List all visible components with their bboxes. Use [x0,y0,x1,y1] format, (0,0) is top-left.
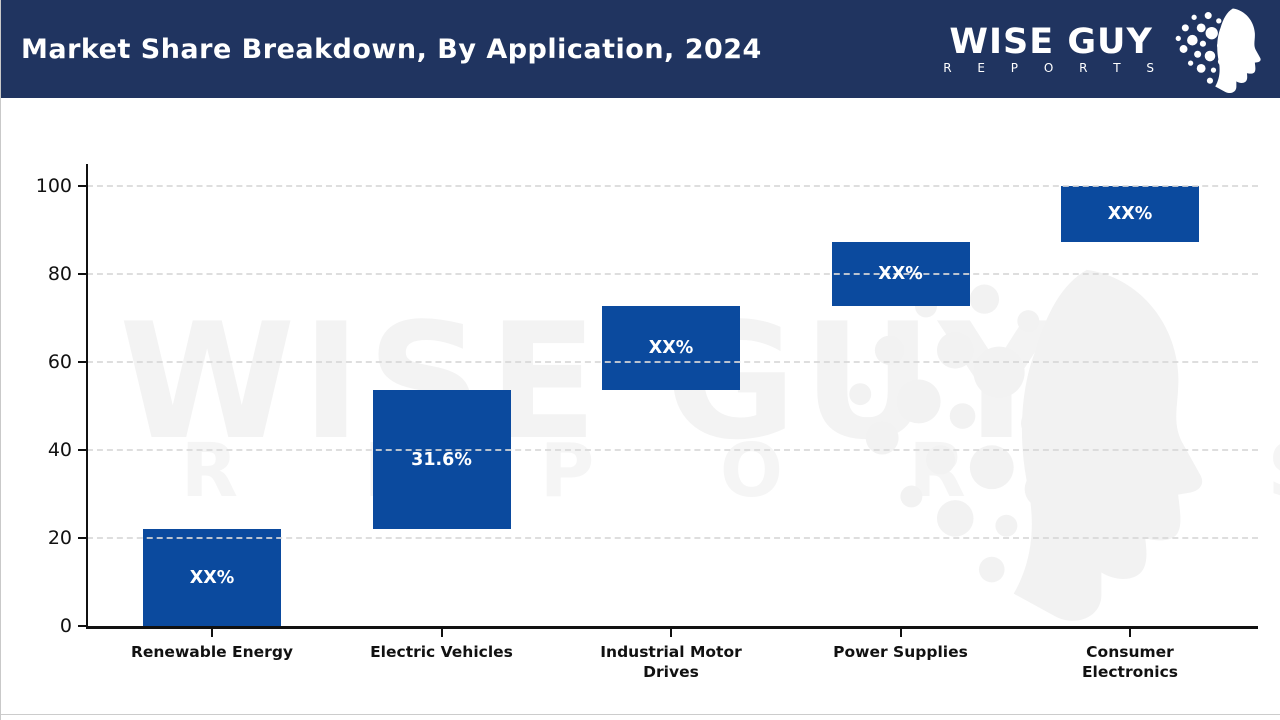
watermark-face-image [849,269,1203,621]
chart-title: Market Share Breakdown, By Application, … [21,33,762,65]
gridline-20 [87,537,1258,539]
y-tick-mark-60 [78,361,86,363]
wiseguy-logo-text: WISE GUY R E P O R T S [937,24,1165,75]
watermark-text-wiseguy: WISE GUY [119,288,1061,475]
x-tick-label-power-supplies: Power Supplies [833,643,968,661]
y-tick-label-100: 100 [35,175,72,197]
bar-value-label-power-supplies: XX% [878,264,923,284]
y-tick-mark-0 [78,625,86,627]
wiseguy-face-icon [1175,8,1261,93]
gridline-80 [87,273,1258,275]
x-tick-label-industrial-motor-drives: Industrial Motor Drives [600,643,742,681]
x-tick-mark-electric-vehicles [440,629,443,637]
y-tick-label-20: 20 [47,527,72,549]
bar-renewable-energy [143,529,281,626]
x-tick-mark-industrial-motor-drives [670,629,672,637]
bar-value-label-renewable-energy: XX% [189,567,235,588]
y-tick-mark-20 [78,537,86,539]
y-tick-mark-100 [78,185,86,187]
y-tick-mark-40 [78,449,86,451]
gridline-40 [87,449,1258,451]
x-tick-mark-power-supplies [899,629,902,637]
y-axis-line [86,164,88,628]
y-tick-label-0: 0 [59,615,72,637]
bar-electric-vehicles [372,390,511,530]
bar-value-label-electric-vehicles: 31.6% [411,449,472,470]
waterfall-chart: WISE GUY R E P O R T S 0 20 40 60 80 100 XX% Re… [1,98,1280,720]
bar-consumer-electronics [1061,186,1199,242]
y-tick-label-80: 80 [47,263,72,285]
y-tick-label-40: 40 [47,439,72,461]
header-bar: Market Share Breakdown, By Application, … [1,0,1280,98]
x-tick-mark-consumer-electronics [1129,629,1131,637]
x-tick-label-consumer-electronics: Consumer Electronics [1081,643,1179,681]
gridline-60 [87,361,1258,363]
bar-value-label-industrial-motor-drives: XX% [648,338,694,359]
x-tick-label-electric-vehicles: Electric Vehicles [370,643,513,661]
x-axis-line [86,626,1258,629]
wiseguy-logo: WISE GUY R E P O R T S [937,5,1263,93]
y-tick-label-60: 60 [47,351,72,373]
wiseguy-logo-subtitle: R E P O R T S [943,60,1165,75]
y-tick-mark-80 [78,273,86,275]
wiseguy-logo-name: WISE GUY [949,21,1153,62]
bar-value-label-consumer-electronics: XX% [1107,203,1153,224]
gridline-100 [87,185,1258,187]
page-bottom-rule [1,714,1280,715]
bar-industrial-motor-drives [602,306,740,391]
x-tick-mark-renewable-energy [211,629,213,637]
x-tick-label-renewable-energy: Renewable Energy [130,643,294,661]
